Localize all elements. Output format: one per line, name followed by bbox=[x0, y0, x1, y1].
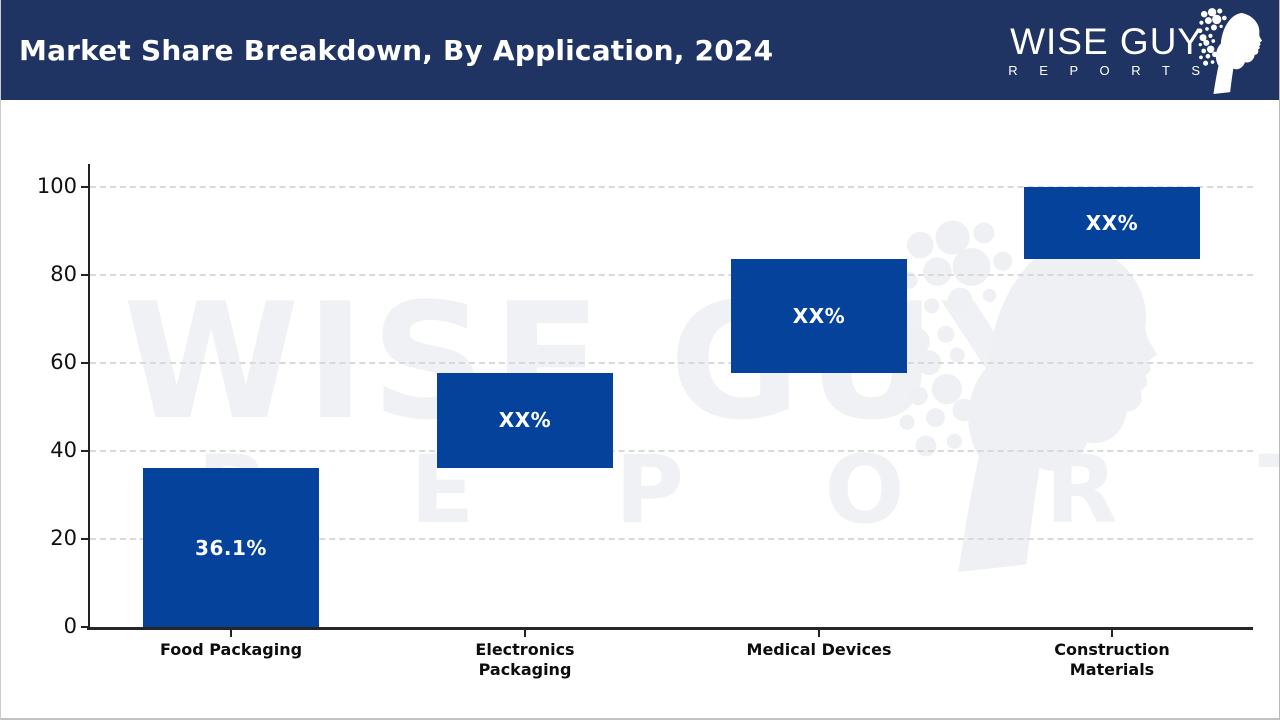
bar-segment: XX% bbox=[731, 259, 907, 373]
grid-line bbox=[90, 450, 1253, 452]
grid-line bbox=[90, 538, 1253, 540]
y-tick-label: 80 bbox=[50, 262, 77, 286]
bar-segment: XX% bbox=[1024, 187, 1200, 260]
x-category-label: Food Packaging bbox=[159, 640, 303, 659]
x-tick-mark bbox=[818, 630, 820, 637]
brand-logo-line2: R E P O R T S bbox=[1008, 62, 1209, 78]
y-tick-label: 20 bbox=[50, 526, 77, 550]
bar-segment: 36.1% bbox=[143, 468, 319, 627]
x-tick-mark bbox=[524, 630, 526, 637]
grid-line bbox=[90, 274, 1253, 276]
bar-value-label: 36.1% bbox=[195, 535, 267, 560]
x-category-label: Medical Devices bbox=[746, 640, 892, 659]
brand-logo-text: WISE GUY R E P O R T S bbox=[1004, 20, 1209, 78]
y-tick-label: 40 bbox=[50, 438, 77, 462]
y-tick-mark bbox=[81, 274, 89, 276]
y-tick-label: 100 bbox=[36, 174, 77, 198]
watermark-reports-text: R E P O R T S bbox=[197, 436, 1279, 545]
x-category-label: Construction Materials bbox=[1054, 640, 1170, 679]
page-title: Market Share Breakdown, By Application, … bbox=[19, 33, 774, 67]
brand-logo-line1: WISE GUY bbox=[1010, 20, 1204, 62]
brand-logo: WISE GUY R E P O R T S bbox=[1004, 6, 1269, 94]
bar-value-label: XX% bbox=[1085, 211, 1139, 236]
x-category-label: Electronics Packaging bbox=[475, 640, 575, 679]
bar-value-label: XX% bbox=[792, 303, 846, 328]
y-tick-mark bbox=[81, 186, 89, 188]
y-tick-mark bbox=[81, 538, 89, 540]
bottom-border bbox=[1, 718, 1279, 720]
x-tick-mark bbox=[230, 630, 232, 637]
header-bar: Market Share Breakdown, By Application, … bbox=[1, 0, 1279, 100]
y-tick-mark bbox=[81, 450, 89, 452]
bar-value-label: XX% bbox=[498, 408, 552, 433]
x-axis-spine bbox=[87, 627, 1253, 630]
y-tick-mark bbox=[81, 362, 89, 364]
y-axis-spine bbox=[88, 164, 90, 629]
waterfall-chart: 0 20 40 60 80 100 Food Packaging Electronics Pac… bbox=[1, 100, 1279, 720]
y-tick-mark bbox=[81, 626, 89, 628]
y-tick-label: 0 bbox=[63, 614, 77, 638]
bar-segment: XX% bbox=[437, 372, 613, 469]
grid-line bbox=[90, 362, 1253, 364]
grid-line bbox=[90, 186, 1253, 188]
y-tick-label: 60 bbox=[50, 350, 77, 374]
x-tick-mark bbox=[1111, 630, 1113, 637]
